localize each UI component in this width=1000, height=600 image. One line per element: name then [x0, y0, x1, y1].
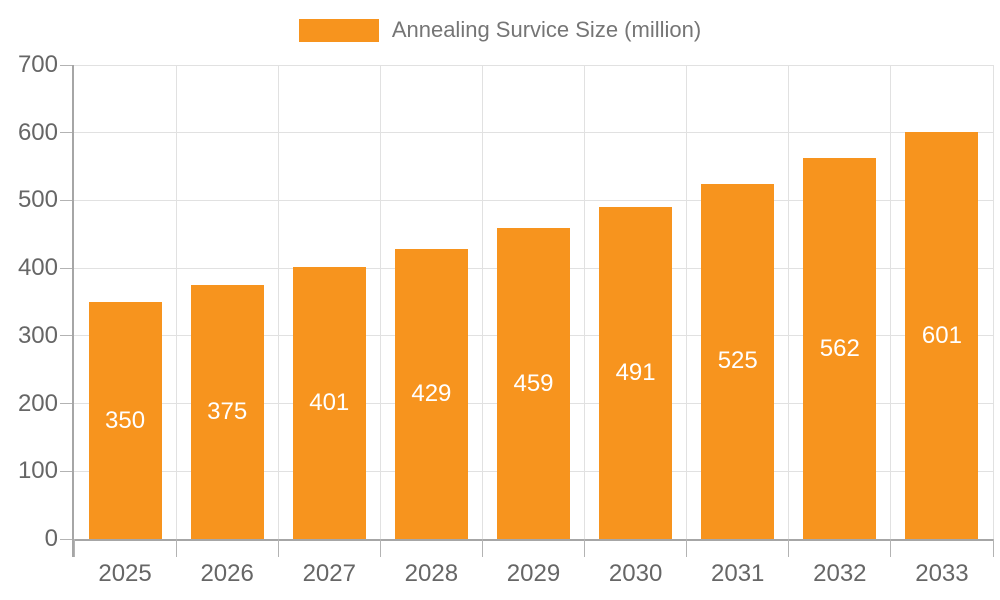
bar-value-label: 525 — [717, 347, 758, 375]
gridline-vertical-5 — [584, 65, 586, 539]
bar-2031[interactable]: 525 — [701, 183, 775, 539]
bar-value-label: 401 — [309, 389, 350, 417]
y-axis-tick-300 — [60, 335, 72, 337]
gridline-vertical-7 — [788, 65, 790, 539]
gridline-vertical-9 — [992, 65, 994, 539]
x-axis-tick-5 — [584, 539, 586, 557]
x-axis-label-2025: 2025 — [98, 560, 152, 587]
x-axis-tick-9 — [992, 539, 994, 557]
x-axis-label-2032: 2032 — [813, 560, 867, 587]
y-axis-tick-400 — [60, 267, 72, 269]
bar-2029[interactable]: 459 — [497, 228, 570, 539]
x-axis-line — [72, 539, 993, 541]
y-axis-label-500: 500 — [17, 186, 58, 214]
x-axis-tick-4 — [481, 539, 483, 557]
bar-2033[interactable]: 601 — [905, 132, 979, 539]
y-axis-label-100: 100 — [17, 457, 58, 485]
gridline-horizontal-600 — [74, 132, 993, 134]
legend-swatch — [298, 18, 379, 42]
y-axis-label-200: 200 — [17, 389, 58, 417]
y-axis-tick-200 — [60, 403, 72, 405]
gridline-vertical-3 — [379, 65, 381, 539]
x-axis-tick-8 — [890, 539, 892, 557]
bar-value-label: 375 — [207, 398, 248, 426]
bar-2027[interactable]: 401 — [292, 267, 366, 539]
gridline-horizontal-500 — [74, 199, 993, 201]
x-axis-label-2031: 2031 — [711, 560, 765, 587]
x-axis-label-2028: 2028 — [404, 560, 459, 587]
gridline-vertical-2 — [277, 65, 279, 539]
x-axis-tick-1 — [175, 539, 177, 557]
y-axis-tick-500 — [60, 199, 72, 201]
y-axis-label-600: 600 — [17, 118, 58, 146]
y-axis-label-700: 700 — [17, 51, 58, 78]
gridline-vertical-4 — [481, 65, 483, 539]
x-axis-label-2026: 2026 — [200, 560, 254, 587]
y-axis-tick-0 — [60, 538, 72, 540]
y-axis-label-0: 0 — [44, 525, 58, 552]
bar-2030[interactable]: 491 — [599, 206, 673, 539]
bar-2032[interactable]: 562 — [803, 158, 877, 539]
legend-item[interactable]: Annealing Survice Size (million) — [0, 14, 1000, 46]
y-axis-line — [72, 65, 74, 557]
y-axis-label-300: 300 — [17, 321, 58, 349]
y-axis-tick-100 — [60, 470, 72, 472]
y-axis-label-400: 400 — [17, 254, 58, 282]
bar-value-label: 601 — [921, 321, 962, 349]
gridline-vertical-8 — [890, 65, 892, 539]
x-axis-label-2030: 2030 — [608, 560, 663, 587]
bar-2028[interactable]: 429 — [394, 248, 468, 539]
bar-2025[interactable]: 350 — [88, 302, 162, 539]
x-axis-label-2027: 2027 — [302, 560, 356, 587]
legend-label: Annealing Survice Size (million) — [391, 17, 702, 42]
gridline-horizontal-700 — [74, 64, 993, 66]
y-axis-tick-700 — [60, 64, 72, 66]
bar-value-label: 491 — [615, 358, 656, 386]
gridline-vertical-1 — [175, 65, 177, 539]
x-axis-tick-3 — [379, 539, 381, 557]
x-axis-tick-0 — [73, 539, 75, 557]
bar-value-label: 350 — [105, 406, 146, 434]
y-axis-tick-600 — [60, 132, 72, 134]
gridline-vertical-6 — [686, 65, 688, 539]
x-axis-tick-7 — [788, 539, 790, 557]
bar-value-label: 562 — [819, 334, 860, 362]
bar-2026[interactable]: 375 — [190, 285, 264, 539]
x-axis-label-2033: 2033 — [915, 560, 969, 587]
bar-value-label: 459 — [513, 369, 554, 397]
x-axis-tick-2 — [277, 539, 279, 557]
bar-value-label: 429 — [411, 379, 452, 407]
x-axis-label-2029: 2029 — [506, 560, 561, 587]
x-axis-tick-6 — [686, 539, 688, 557]
